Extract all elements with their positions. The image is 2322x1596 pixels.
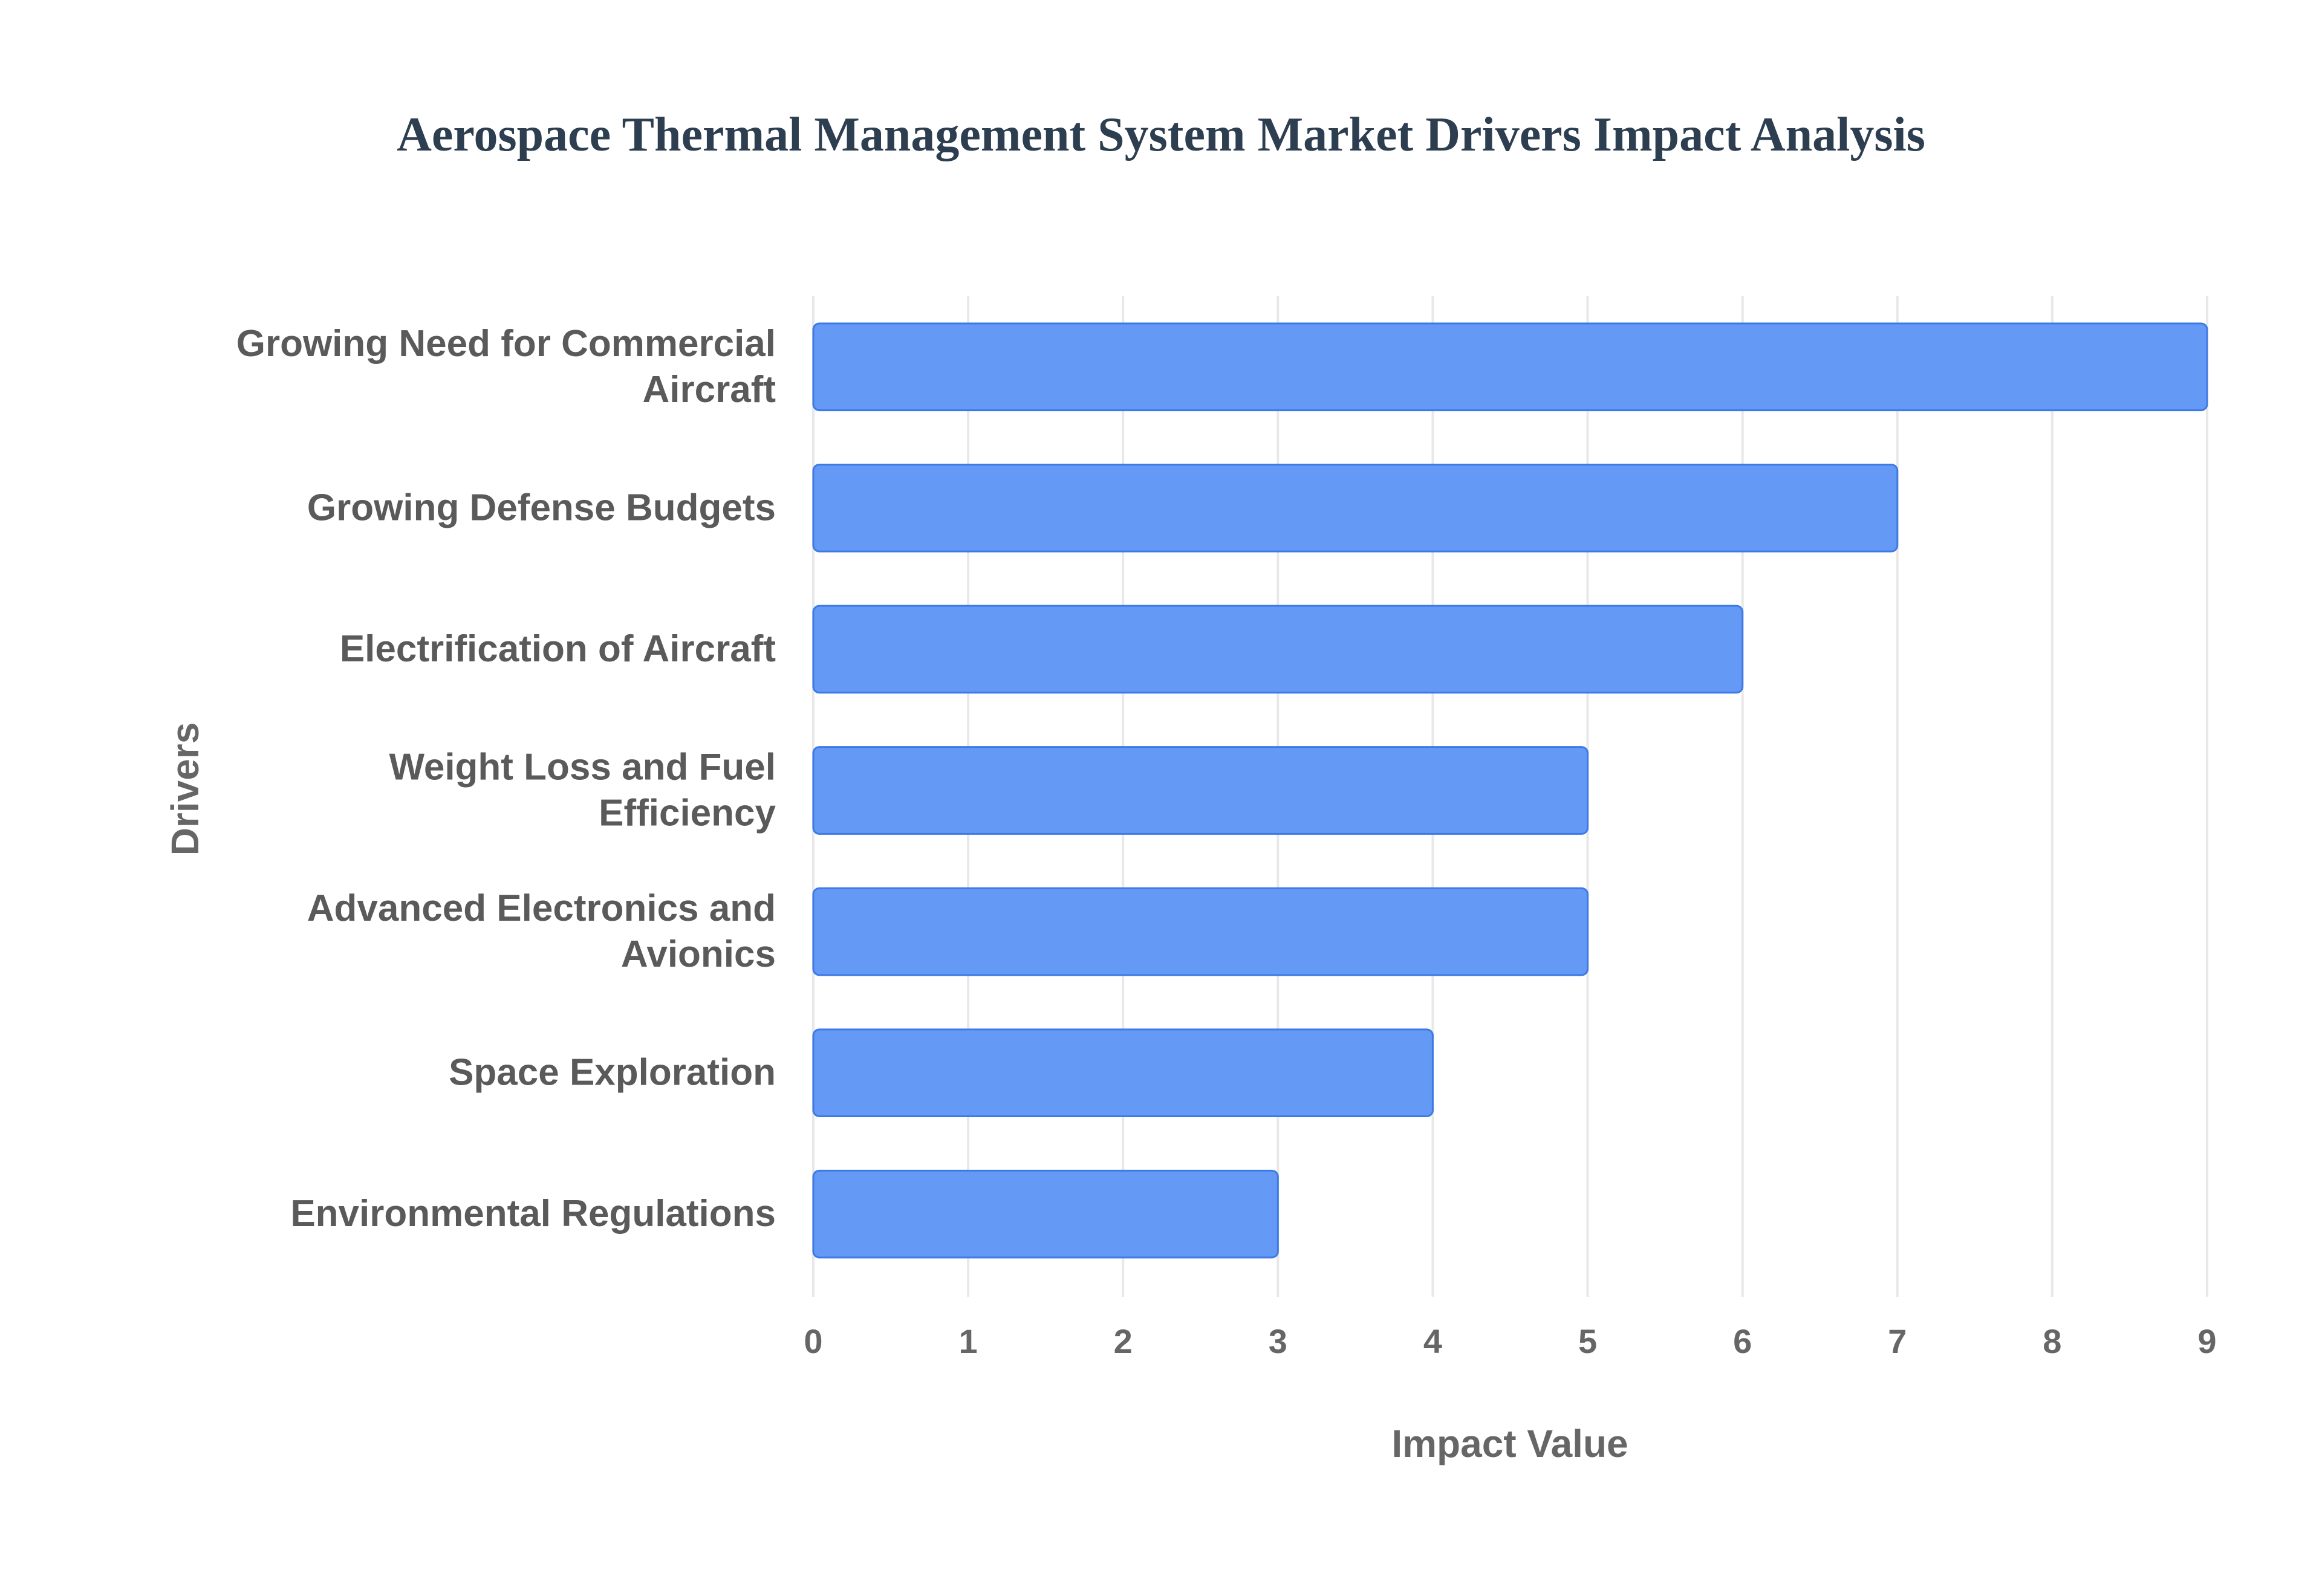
x-tick-label: 7 [1888, 1322, 1907, 1360]
x-tick-labels: 0 1 2 3 4 5 6 7 8 9 [804, 1322, 2216, 1360]
x-tick-label: 5 [1578, 1322, 1597, 1360]
category-label: Advanced Electronics and Avionics [307, 887, 776, 975]
category-label: Space Exploration [449, 1052, 776, 1094]
x-tick-label: 4 [1423, 1322, 1442, 1360]
x-tick-label: 3 [1269, 1322, 1287, 1360]
x-axis-title: Impact Value [1391, 1422, 1628, 1465]
category-label: Environmental Regulations [290, 1193, 776, 1234]
category-label: Growing Defense Budgets [307, 487, 776, 528]
x-tick-label: 8 [2043, 1322, 2061, 1360]
bar [812, 746, 1589, 835]
bars [812, 322, 2208, 1259]
bar [812, 1028, 1434, 1117]
x-tick-label: 0 [804, 1322, 822, 1360]
category-labels: Growing Need for Commercial Aircraft Growi… [236, 323, 776, 1234]
category-label: Electrification of Aircraft [340, 628, 776, 670]
x-tick-label: 9 [2197, 1322, 2216, 1360]
bar [812, 322, 2208, 412]
x-tick-label: 1 [959, 1322, 978, 1360]
bar [812, 887, 1589, 976]
category-label: Growing Need for Commercial Aircraft [236, 323, 776, 410]
bar [812, 605, 1744, 694]
x-tick-label: 2 [1114, 1322, 1133, 1360]
chart-title: Aerospace Thermal Management System Mark… [397, 108, 1925, 161]
y-axis-title: Drivers [163, 722, 207, 856]
bar [812, 1169, 1279, 1259]
category-label: Weight Loss and Fuel Efficiency [389, 747, 776, 834]
bar [812, 464, 1899, 553]
x-tick-label: 6 [1733, 1322, 1752, 1360]
